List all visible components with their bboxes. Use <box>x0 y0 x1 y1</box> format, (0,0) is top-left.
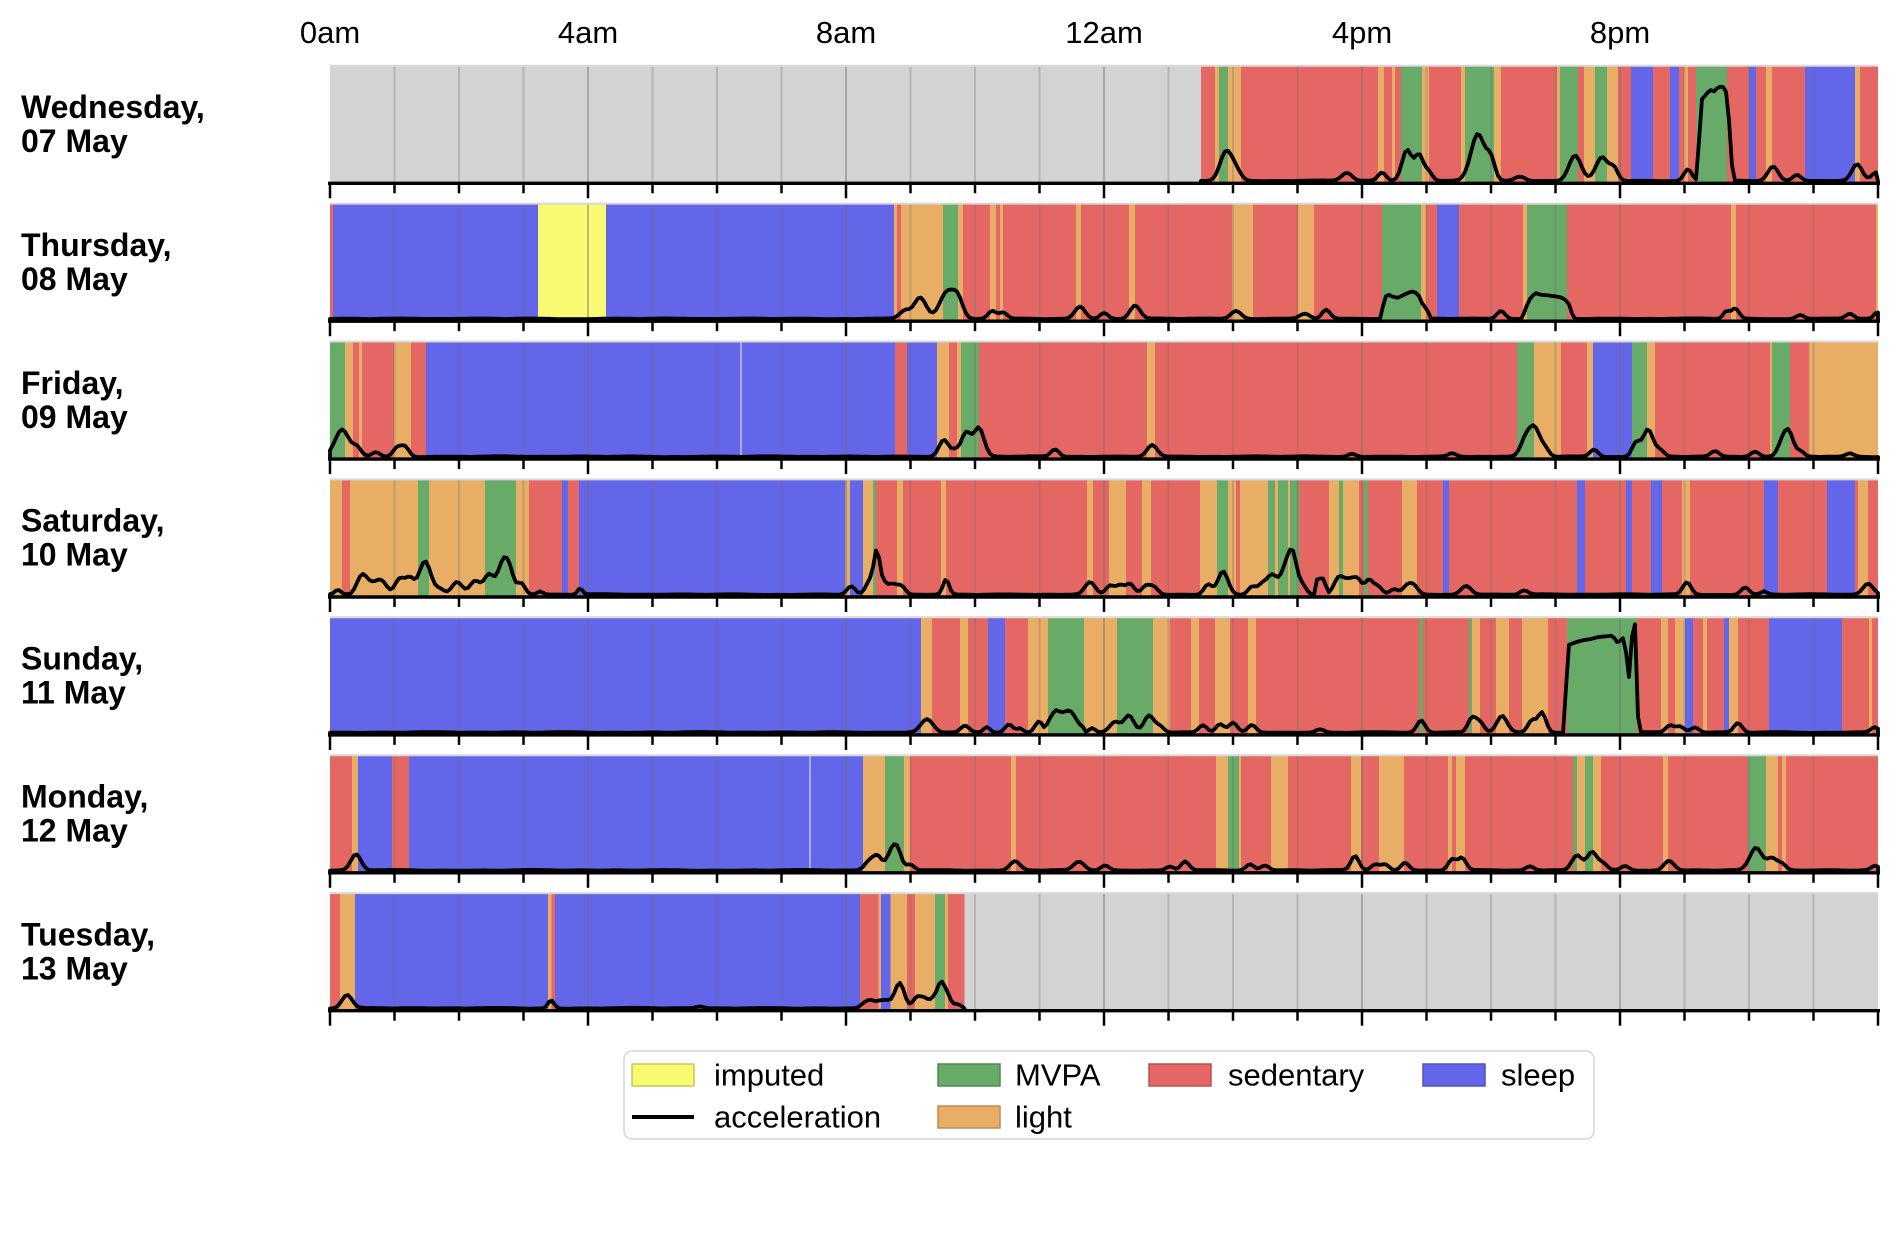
svg-text:light: light <box>1015 1100 1072 1135</box>
svg-text:Monday,: Monday, <box>21 779 148 815</box>
svg-text:Sunday,: Sunday, <box>21 641 143 677</box>
svg-text:Wednesday,: Wednesday, <box>21 89 205 125</box>
svg-text:08 May: 08 May <box>21 261 128 297</box>
svg-text:Thursday,: Thursday, <box>21 227 172 263</box>
svg-text:10 May: 10 May <box>21 537 128 573</box>
svg-text:sleep: sleep <box>1501 1058 1575 1093</box>
svg-text:09 May: 09 May <box>21 399 128 435</box>
svg-text:acceleration: acceleration <box>714 1100 881 1135</box>
svg-text:07 May: 07 May <box>21 123 128 159</box>
svg-text:Friday,: Friday, <box>21 365 124 401</box>
svg-text:12am: 12am <box>1065 15 1143 50</box>
svg-text:0am: 0am <box>300 15 360 50</box>
svg-text:MVPA: MVPA <box>1015 1058 1101 1093</box>
svg-text:8pm: 8pm <box>1590 15 1650 50</box>
svg-text:11 May: 11 May <box>21 675 126 711</box>
svg-text:12 May: 12 May <box>21 813 128 849</box>
svg-text:4am: 4am <box>558 15 618 50</box>
svg-text:4pm: 4pm <box>1332 15 1392 50</box>
svg-text:sedentary: sedentary <box>1228 1058 1365 1093</box>
svg-text:8am: 8am <box>816 15 876 50</box>
svg-text:13 May: 13 May <box>21 950 128 986</box>
svg-text:imputed: imputed <box>714 1058 824 1093</box>
svg-text:Tuesday,: Tuesday, <box>21 916 155 952</box>
svg-text:Saturday,: Saturday, <box>21 503 164 539</box>
